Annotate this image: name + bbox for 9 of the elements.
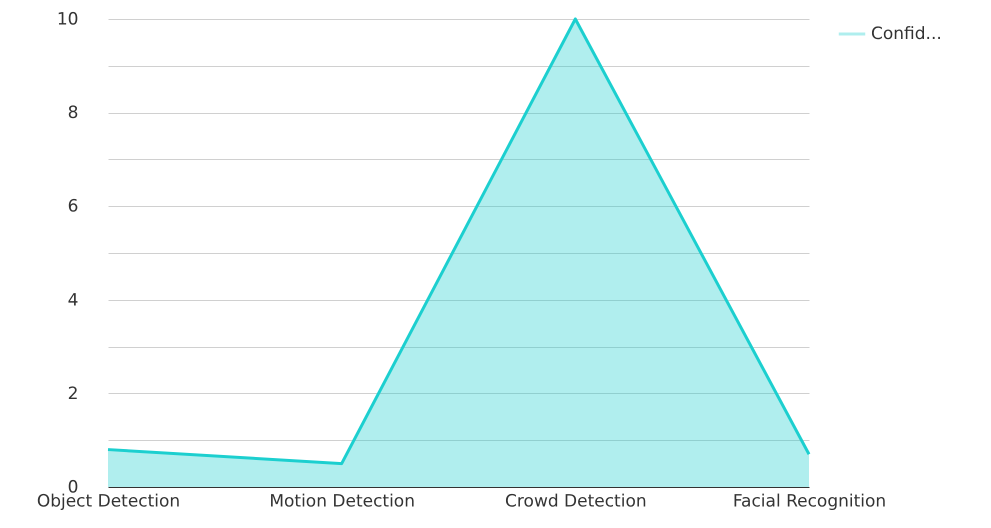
legend-label: Confid... — [871, 24, 942, 44]
x-tick-label: Motion Detection — [269, 492, 415, 512]
x-tick-label: Facial Recognition — [732, 492, 886, 512]
y-tick-label: 8 — [68, 103, 78, 124]
y-tick-label: 10 — [56, 10, 78, 30]
y-tick-label: 6 — [68, 196, 78, 217]
y-tick-label: 2 — [68, 384, 78, 404]
y-tick-label: 4 — [68, 290, 78, 310]
x-tick-label: Crowd Detection — [505, 492, 647, 512]
